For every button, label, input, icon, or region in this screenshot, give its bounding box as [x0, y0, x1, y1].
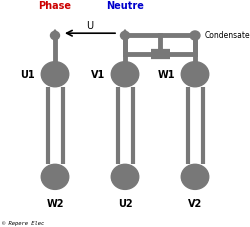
Circle shape	[181, 165, 209, 190]
Circle shape	[120, 32, 130, 40]
Text: V1: V1	[91, 70, 105, 80]
Polygon shape	[121, 31, 129, 42]
Polygon shape	[51, 31, 59, 42]
Text: U1: U1	[20, 70, 35, 80]
Text: V2: V2	[188, 199, 202, 209]
Circle shape	[41, 62, 69, 87]
Circle shape	[41, 165, 69, 190]
Circle shape	[111, 165, 139, 190]
Text: Neutre: Neutre	[106, 1, 144, 11]
Circle shape	[50, 32, 59, 40]
Text: U2: U2	[118, 199, 132, 209]
Text: Phase: Phase	[38, 1, 72, 11]
Text: W1: W1	[158, 70, 175, 80]
Text: © Repere Elec: © Repere Elec	[2, 220, 45, 225]
Circle shape	[181, 62, 209, 87]
Text: W2: W2	[46, 199, 64, 209]
Text: U: U	[86, 21, 94, 31]
Circle shape	[111, 62, 139, 87]
Text: Condensateur: Condensateur	[205, 31, 250, 40]
Circle shape	[190, 32, 200, 41]
